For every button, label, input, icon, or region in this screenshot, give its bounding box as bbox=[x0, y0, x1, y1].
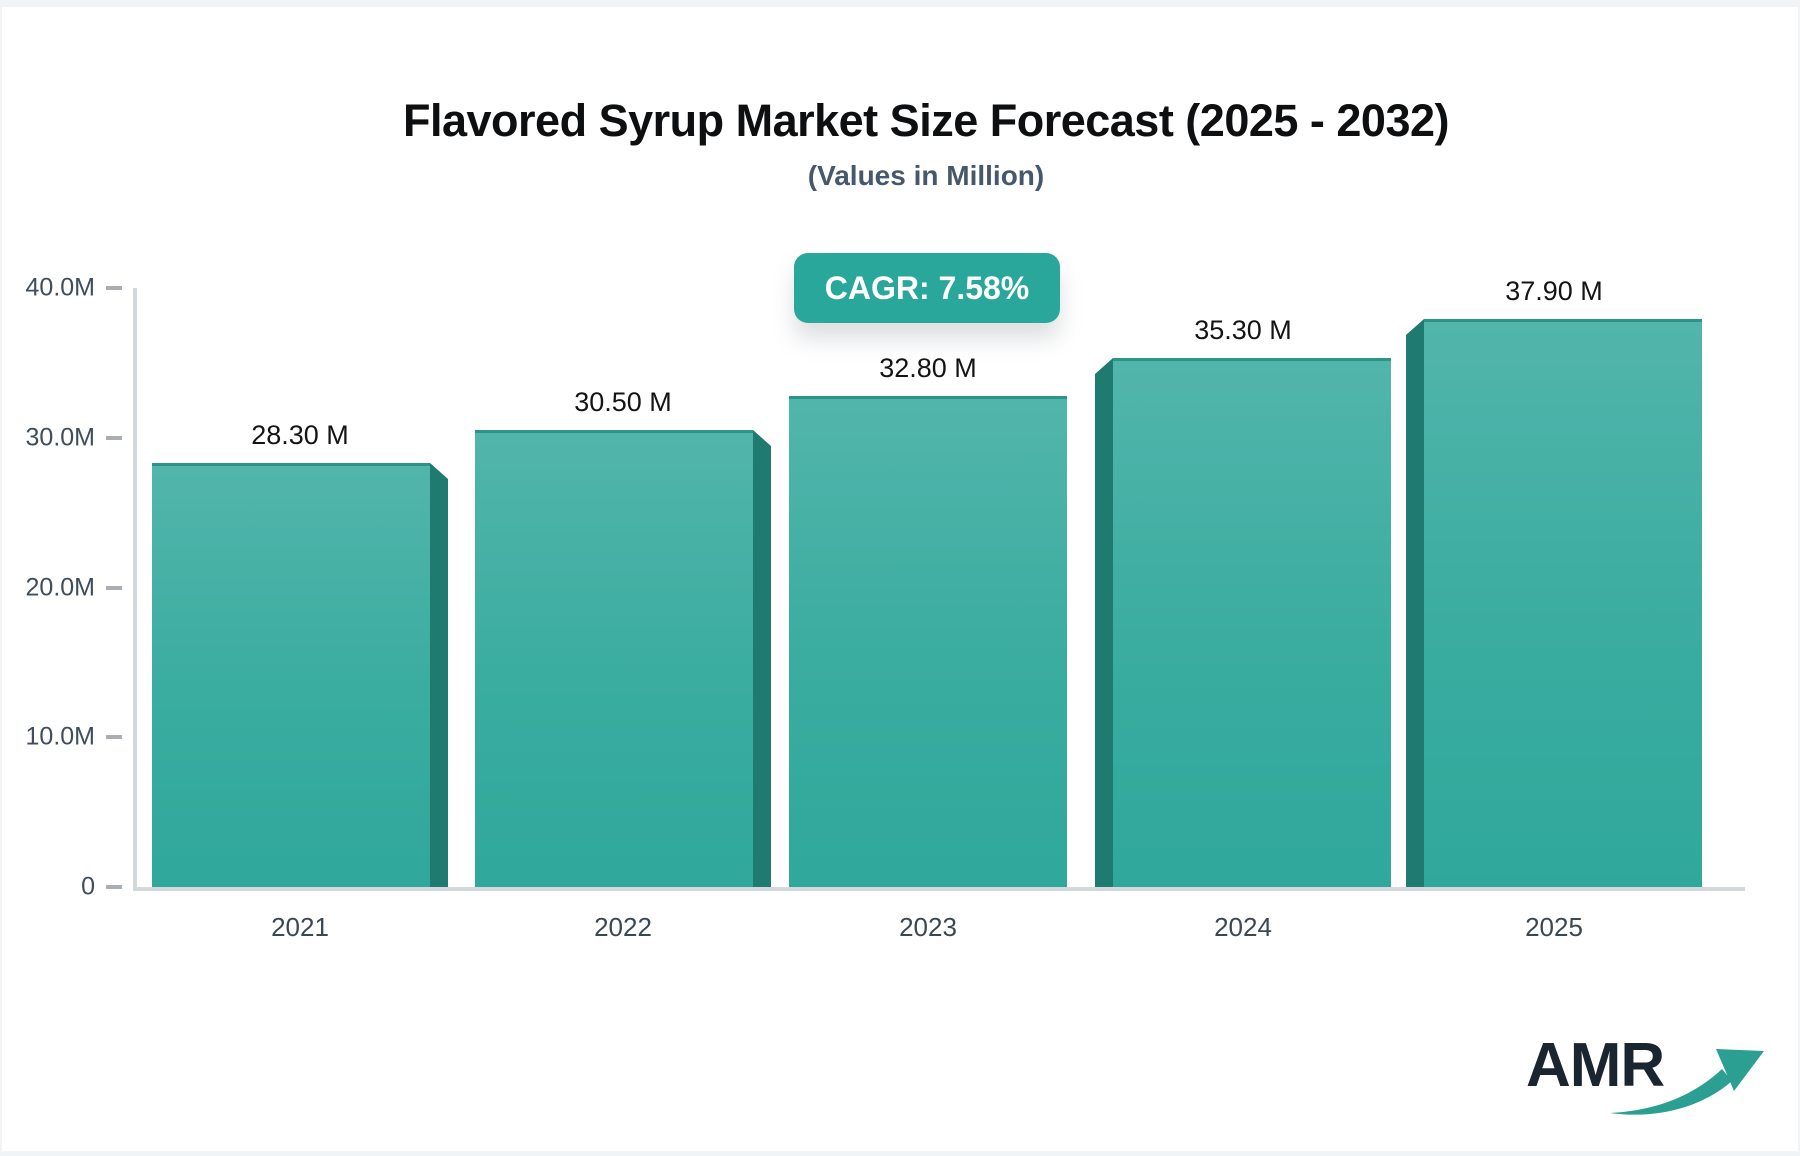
bar-fill bbox=[475, 430, 753, 887]
y-tick-mark bbox=[106, 735, 122, 740]
cagr-badge: CAGR: 7.58% bbox=[794, 253, 1060, 323]
bar-2022: 30.50 M 2022 bbox=[475, 387, 771, 942]
y-tick-label: 10.0M bbox=[25, 722, 95, 751]
bar-fill bbox=[1113, 358, 1391, 887]
bar-2023: 32.80 M 2023 bbox=[789, 353, 1067, 942]
bar-chart-plot: 40.0M 30.0M 20.0M 10.0M 0 28.30 M 2021 30.50 M… bbox=[26, 274, 1745, 942]
bar-3d-edge bbox=[753, 430, 771, 887]
x-axis-label: 2021 bbox=[271, 912, 329, 942]
x-axis-label: 2024 bbox=[1214, 912, 1272, 942]
amr-logo: AMR bbox=[1526, 1035, 1766, 1125]
bar-2024: 35.30 M 2024 bbox=[1095, 315, 1391, 942]
y-tick-mark bbox=[106, 585, 122, 590]
y-tick-mark bbox=[106, 435, 122, 440]
bar-fill bbox=[152, 463, 430, 887]
y-tick-label: 20.0M bbox=[25, 573, 95, 601]
x-axis-label: 2025 bbox=[1525, 912, 1583, 942]
y-tick-label: 40.0M bbox=[25, 273, 95, 302]
bar-value-label: 28.30 M bbox=[251, 420, 349, 450]
page-title: Flavored Syrup Market Size Forecast (202… bbox=[403, 95, 1449, 146]
y-tick-mark bbox=[106, 286, 122, 290]
chart-header: Flavored Syrup Market Size Forecast (202… bbox=[26, 95, 1800, 192]
y-axis-line bbox=[133, 288, 137, 891]
bar-3d-edge bbox=[1095, 358, 1113, 887]
y-axis: 40.0M 30.0M 20.0M 10.0M 0 bbox=[2, 274, 135, 901]
y-tick-mark bbox=[106, 885, 122, 889]
amr-logo-arrow-icon bbox=[1610, 1049, 1764, 1115]
bar-fill bbox=[1424, 319, 1702, 887]
bar-value-label: 35.30 M bbox=[1194, 315, 1292, 345]
x-axis-label: 2022 bbox=[594, 912, 652, 942]
y-tick-label: 30.0M bbox=[25, 423, 95, 452]
cagr-badge-label: CAGR: 7.58% bbox=[824, 269, 1030, 306]
x-axis-line bbox=[133, 887, 1745, 891]
bar-value-label: 32.80 M bbox=[879, 353, 977, 383]
bar-value-label: 37.90 M bbox=[1505, 276, 1603, 306]
y-tick-label: 0 bbox=[81, 872, 95, 901]
bar-fill bbox=[789, 396, 1067, 887]
bar-3d-edge bbox=[1406, 319, 1424, 887]
chart-subtitle: (Values in Million) bbox=[807, 160, 1045, 191]
bar-2021: 28.30 M 2021 bbox=[152, 420, 448, 942]
chart-card: Flavored Syrup Market Size Forecast (202… bbox=[2, 7, 1798, 1151]
bar-3d-edge bbox=[430, 463, 448, 887]
amr-logo-text: AMR bbox=[1526, 1031, 1665, 1100]
bar-2025: 37.90 M 2025 bbox=[1406, 276, 1702, 942]
bar-value-label: 30.50 M bbox=[574, 387, 672, 417]
x-axis-label: 2023 bbox=[899, 912, 957, 942]
